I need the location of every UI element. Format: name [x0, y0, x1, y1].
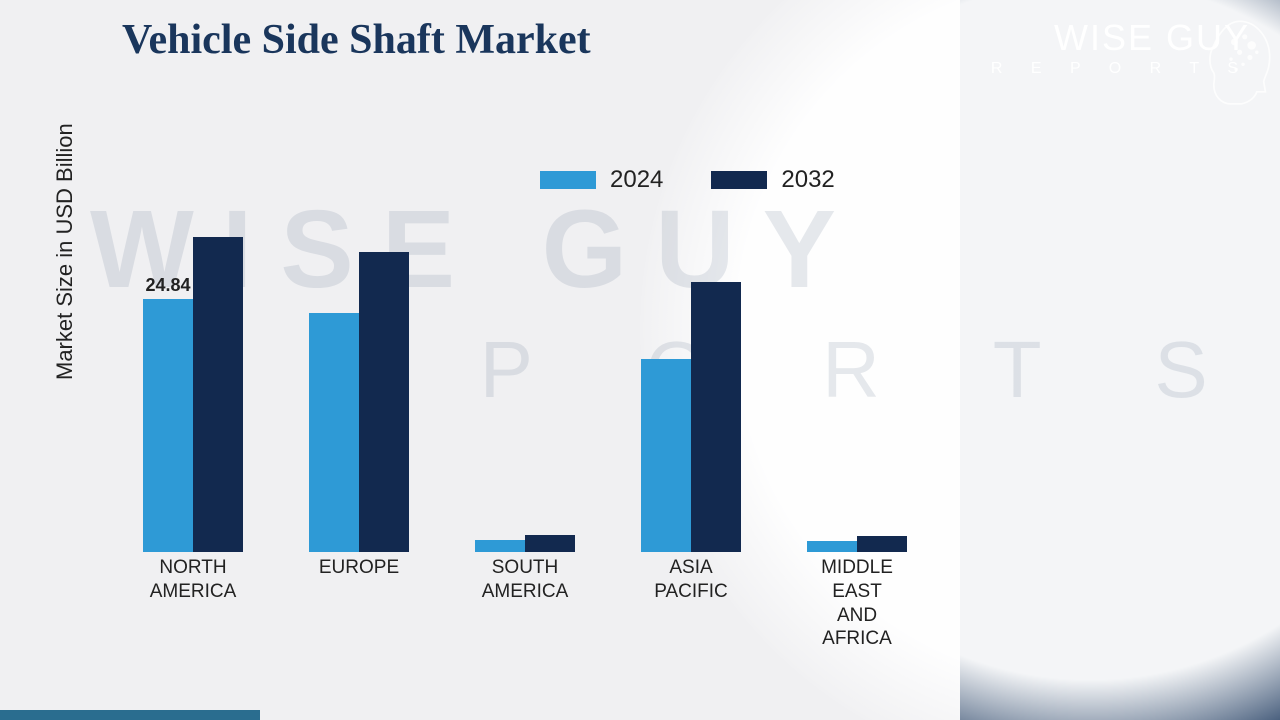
bar-2032: [857, 536, 907, 552]
bar-2032: [525, 535, 575, 552]
legend-swatch-2032: [711, 171, 767, 189]
bar-2024: [641, 359, 691, 552]
page-title: Vehicle Side Shaft Market: [122, 16, 591, 64]
legend-item-2024: 2024: [540, 166, 663, 194]
legend-item-2032: 2032: [711, 166, 834, 194]
x-axis-category: ASIAPACIFIC: [626, 556, 756, 651]
bar-group: [626, 282, 756, 552]
y-axis-label: Market Size in USD Billion: [52, 123, 78, 380]
stage: WISE GUY R E P O R T S WISE GUY R E P O …: [0, 0, 1280, 720]
x-axis-category: SOUTHAMERICA: [460, 556, 590, 651]
bar-2024: [807, 541, 857, 552]
bar-group: [294, 252, 424, 552]
bar-2024: 24.84: [143, 299, 193, 552]
x-axis-category: EUROPE: [294, 556, 424, 651]
x-axis-category: NORTHAMERICA: [128, 556, 258, 651]
bar-2032: [193, 237, 243, 552]
bar-groups: 24.84: [110, 196, 940, 552]
bar-2032: [359, 252, 409, 552]
bottom-accent-bar: [0, 710, 260, 720]
bar-value-label: 24.84: [143, 275, 193, 296]
bar-2024: [309, 313, 359, 552]
brand-logo-line2: R E P O R T S: [991, 60, 1250, 78]
chart-plot-area: 24.84: [110, 196, 940, 552]
brand-logo-line1: WISE GUY: [991, 20, 1250, 56]
bar-group: [460, 535, 590, 552]
legend-label-2024: 2024: [610, 166, 663, 194]
x-axis-labels: NORTHAMERICA EUROPE SOUTHAMERICA ASIAPACIFI…: [110, 556, 940, 651]
bar-group: 24.84: [128, 237, 258, 552]
legend-swatch-2024: [540, 171, 596, 189]
x-axis-category: MIDDLEEASTANDAFRICA: [792, 556, 922, 651]
bar-2032: [691, 282, 741, 552]
bar-2024: [475, 540, 525, 552]
brand-logo: WISE GUY R E P O R T S: [991, 20, 1250, 78]
chart-legend: 2024 2032: [540, 166, 835, 194]
legend-label-2032: 2032: [781, 166, 834, 194]
bar-group: [792, 536, 922, 552]
